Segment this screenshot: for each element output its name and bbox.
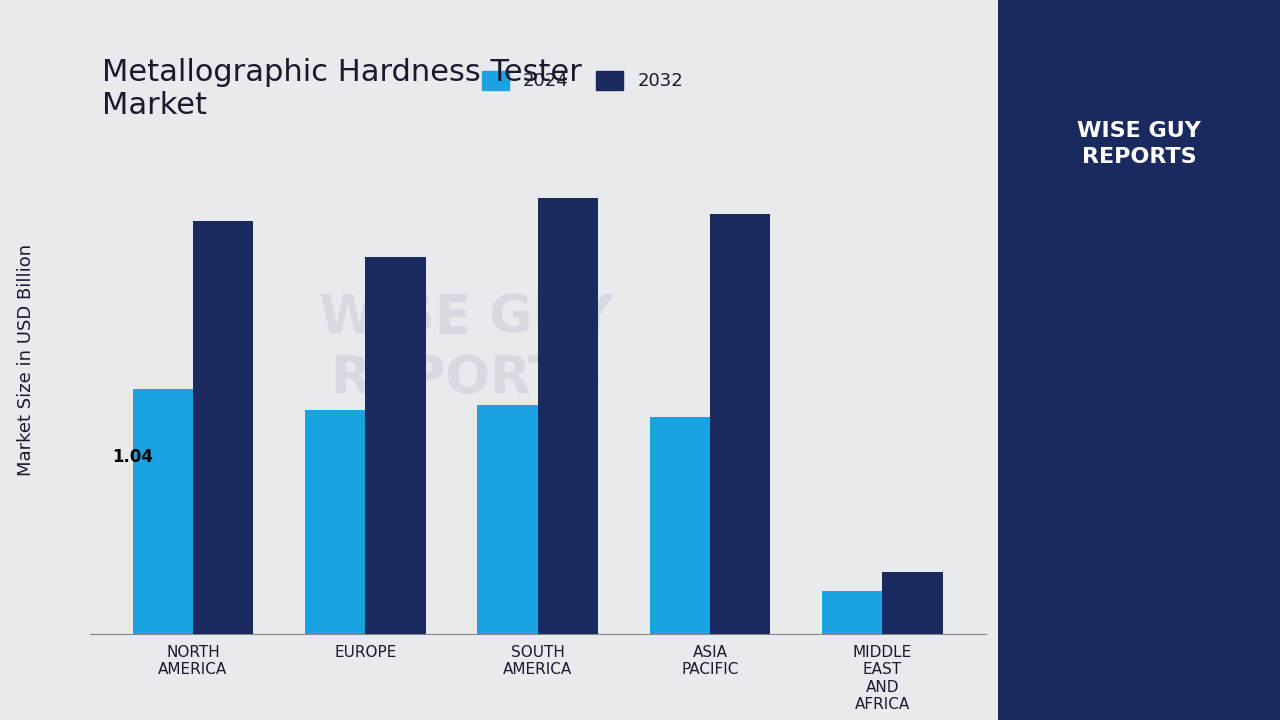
Bar: [305, 410, 365, 634]
Bar: [538, 198, 598, 634]
Bar: [822, 591, 882, 634]
Text: WISE GUY
REPORTS: WISE GUY REPORTS: [1078, 121, 1201, 167]
Bar: [650, 417, 710, 634]
Bar: [133, 389, 193, 634]
Text: Metallographic Hardness Tester
Market: Metallographic Hardness Tester Market: [102, 58, 582, 120]
Bar: [365, 256, 426, 634]
Text: Market Size in USD Billion: Market Size in USD Billion: [17, 244, 35, 476]
Bar: [882, 572, 942, 634]
Text: WISE GUY
REPORTS: WISE GUY REPORTS: [319, 292, 613, 405]
Bar: [477, 405, 538, 634]
Bar: [710, 214, 771, 634]
Legend: 2024, 2032: 2024, 2032: [472, 62, 692, 99]
Text: 1.04: 1.04: [113, 448, 154, 466]
Bar: [193, 221, 253, 634]
